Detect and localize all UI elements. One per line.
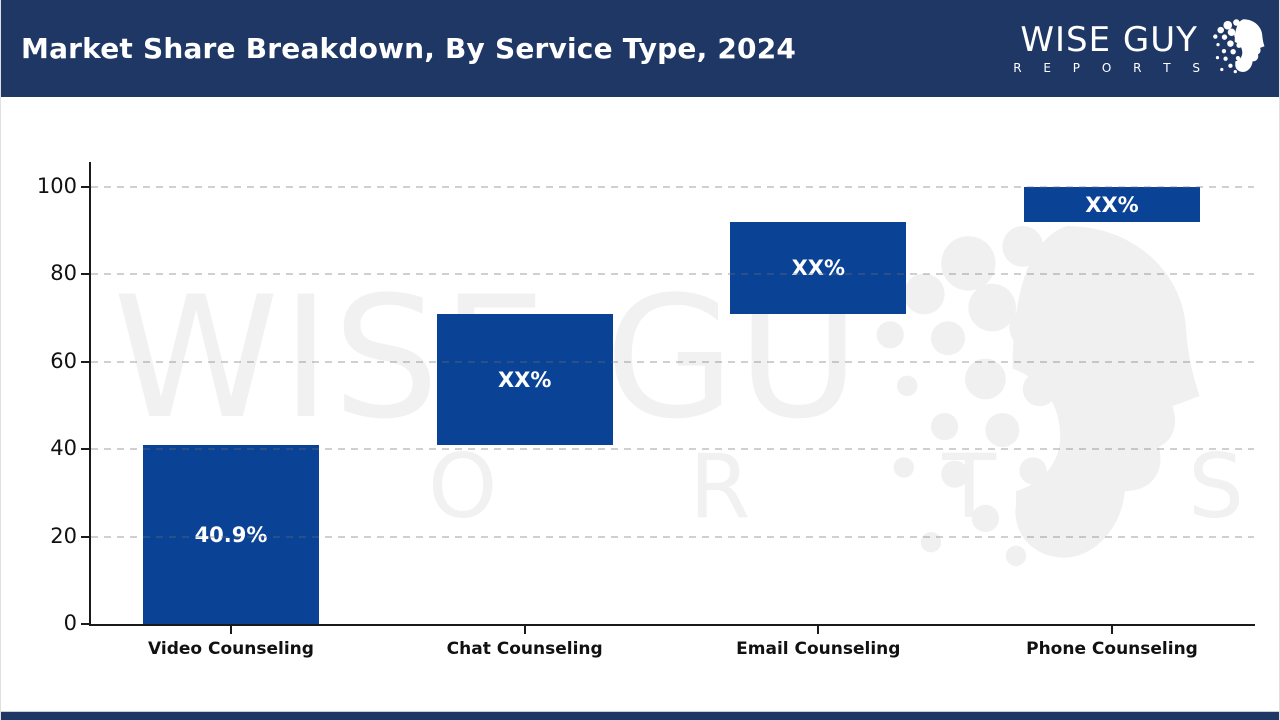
y-tick-label: 60 bbox=[50, 348, 77, 373]
logo-text: WISE GUY R E P O R T S bbox=[1009, 20, 1209, 75]
x-tick bbox=[523, 626, 526, 634]
x-axis-line bbox=[89, 624, 1255, 626]
footer-bar bbox=[1, 711, 1279, 720]
bar-value-label: XX% bbox=[497, 367, 552, 392]
x-category-label: Email Counseling bbox=[736, 639, 901, 659]
y-tick-label: 40 bbox=[50, 436, 77, 461]
bar-value-label: 40.9% bbox=[194, 522, 268, 547]
logo-name: WISE GUY bbox=[1020, 20, 1198, 61]
logo-face-icon bbox=[1213, 19, 1265, 74]
y-tick bbox=[81, 623, 89, 625]
y-tick-label: 80 bbox=[50, 261, 77, 286]
y-gridline bbox=[91, 535, 1254, 538]
y-tick bbox=[81, 448, 89, 451]
bar-phone-counseling: XX% bbox=[1024, 187, 1200, 223]
chart-title: Market Share Breakdown, By Service Type,… bbox=[21, 32, 797, 65]
bar-value-label: XX% bbox=[1085, 192, 1139, 217]
bar-chat-counseling: XX% bbox=[436, 314, 613, 446]
y-tick bbox=[81, 360, 89, 363]
y-gridline bbox=[91, 186, 1254, 188]
y-tick-label: 20 bbox=[50, 523, 77, 548]
y-axis-line bbox=[89, 162, 91, 626]
y-tick bbox=[81, 535, 89, 538]
x-tick bbox=[817, 626, 820, 634]
bar-video-counseling: 40.9% bbox=[143, 445, 319, 624]
wise-guy-reports-logo: WISE GUY R E P O R T S bbox=[1009, 8, 1265, 90]
header-bar: Market Share Breakdown, By Service Type,… bbox=[1, 0, 1279, 97]
y-tick bbox=[81, 273, 89, 276]
logo-tagline: R E P O R T S bbox=[1013, 60, 1209, 75]
y-tick-label: 100 bbox=[36, 174, 77, 198]
y-gridline bbox=[91, 273, 1254, 276]
y-tick-label: 0 bbox=[63, 611, 77, 635]
x-category-label: Video Counseling bbox=[148, 639, 314, 659]
x-category-label: Phone Counseling bbox=[1026, 639, 1198, 659]
bar-value-label: XX% bbox=[791, 256, 846, 281]
x-tick bbox=[1111, 626, 1113, 634]
x-tick bbox=[230, 626, 232, 634]
y-tick bbox=[81, 186, 89, 188]
y-gridline bbox=[91, 448, 1254, 451]
y-gridline bbox=[91, 360, 1254, 363]
x-category-label: Chat Counseling bbox=[446, 639, 603, 659]
bar-email-counseling: XX% bbox=[730, 222, 907, 315]
